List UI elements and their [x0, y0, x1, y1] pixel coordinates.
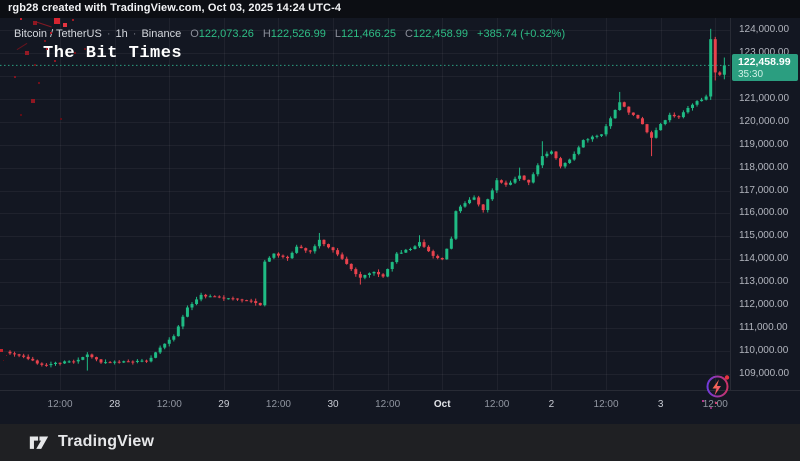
x-axis-label: 12:00 [265, 399, 291, 410]
ohlc-low: L121,466.25 [334, 28, 397, 40]
x-axis-label: 12:00 [375, 399, 401, 410]
y-axis-label: 110,000.00 [739, 345, 789, 357]
x-axis-label: 12:00 [484, 399, 510, 410]
x-axis-label: 2 [548, 399, 555, 410]
last-price-label: 122,458.99 35:30 [732, 54, 798, 82]
exchange-name[interactable]: Binance [141, 28, 182, 40]
tradingview-logo-link[interactable]: TradingView [28, 431, 154, 453]
footer-bar: TradingView [0, 424, 800, 461]
y-axis-label: 118,000.00 [739, 161, 789, 173]
y-axis-label: 120,000.00 [739, 115, 790, 127]
grid-lines [0, 18, 730, 390]
x-axis-label: 30 [327, 399, 339, 410]
legend-separator: · [106, 28, 111, 40]
symbol-name[interactable]: Bitcoin / TetherUS [14, 28, 102, 40]
y-axis-label: 115,000.00 [739, 230, 789, 242]
y-axis-label: 124,000.00 [739, 24, 790, 35]
watermark-noise-dots [20, 18, 22, 20]
x-axis-label: 29 [218, 399, 230, 410]
x-axis-label: 12:00 [702, 399, 728, 410]
symbol-legend: Bitcoin / TetherUS · 1h · Binance O122,073.26… [14, 28, 565, 40]
y-axis-label: 112,000.00 [739, 299, 789, 311]
x-axis-label: Oct [433, 399, 451, 410]
x-axis-label: 28 [109, 399, 121, 410]
price-axis[interactable]: 122,458.99 35:30 124,000.00 123,000.00122… [730, 18, 800, 390]
candlestick-chart[interactable] [0, 18, 730, 390]
watermark-noise-dots [0, 349, 3, 352]
attribution-bar: rgb28 created with TradingView.com, Oct … [0, 0, 800, 18]
y-axis-label: 121,000.00 [739, 92, 790, 104]
y-axis-label: 119,000.00 [739, 138, 789, 150]
attribution-text: rgb28 created with TradingView.com, Oct … [8, 2, 342, 14]
last-price-value: 122,458.99 [738, 56, 791, 69]
ohlc-close: C122,458.99 [405, 28, 469, 40]
tradingview-logo-icon [29, 436, 49, 449]
price-change: +385.74 (+0.32%) [477, 28, 566, 40]
watermark-noise-dots [702, 400, 704, 402]
tradingview-logo-text: TradingView [58, 433, 155, 450]
x-axis-label: 12:00 [156, 399, 182, 410]
x-axis-label: 3 [657, 399, 664, 410]
flash-circle-icon [706, 375, 730, 398]
x-axis-label: 12:00 [47, 399, 73, 410]
ohlc-high: H122,526.99 [262, 28, 326, 40]
ohlc-open: O122,073.26 [190, 28, 254, 40]
y-axis-label: 116,000.00 [739, 207, 789, 219]
y-axis-label: 117,000.00 [739, 184, 789, 196]
bit-times-watermark: The Bit Times [43, 44, 183, 63]
time-axis[interactable]: 12:00 28 12:00 29 12:00 30 12:00 Oct 12:00 2 12:00… [0, 390, 800, 424]
y-axis-label: 114,000.00 [739, 253, 789, 265]
y-axis-label: 113,000.00 [739, 276, 789, 288]
y-axis-label: 111,000.00 [739, 322, 788, 334]
x-axis-label: 12:00 [593, 399, 619, 410]
y-axis-label: 123,000.00 [739, 46, 790, 58]
y-axis-label: 109,000.00 [739, 367, 790, 379]
bar-countdown: 35:30 [738, 69, 764, 81]
chart-pane: Bitcoin / TetherUS · 1h · Binance O122,073.26… [0, 18, 800, 424]
interval-value[interactable]: 1h [115, 28, 128, 40]
candles-layer [8, 28, 726, 371]
legend-separator: · [132, 28, 137, 40]
